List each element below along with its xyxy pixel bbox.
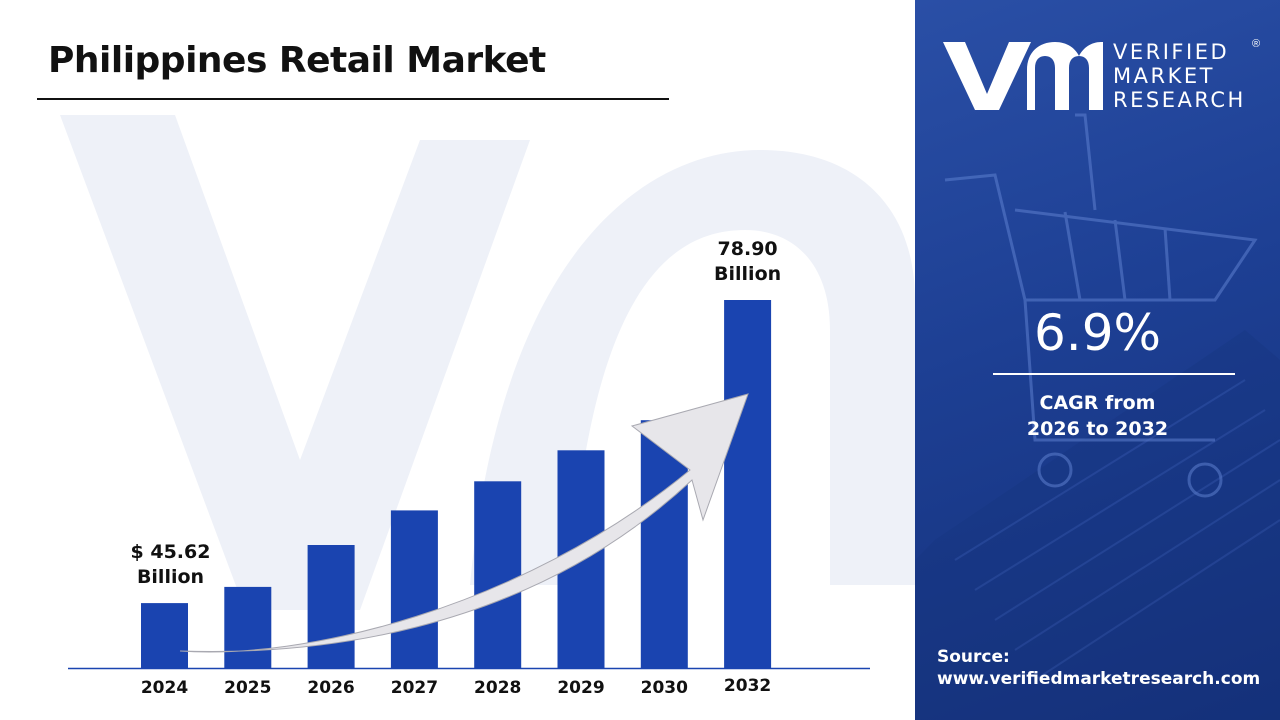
cagr-divider (993, 373, 1235, 375)
bar-2024 (141, 603, 188, 668)
source-url[interactable]: www.verifiedmarketresearch.com (937, 669, 1261, 689)
source-block: Source: www.verifiedmarketresearch.com (937, 646, 1260, 690)
bar-2032 (724, 300, 772, 668)
brand-line-2: MARKET (1113, 64, 1215, 88)
bar-2026 (307, 545, 355, 668)
x-tick-label-2025: 2025 (224, 678, 271, 698)
bar-chart: 2024 2025 2026 2027 2028 2029 2030 2032 $ 45.62 B… (68, 238, 870, 698)
cagr-value: 6.9% (1033, 304, 1162, 362)
x-tick-label-2029: 2029 (557, 678, 604, 698)
data-label-2024-line-2: Billion (137, 566, 204, 588)
bar-2027 (390, 510, 438, 668)
data-label-2032-line-2: Billion (714, 263, 781, 285)
cagr-label-line-1: CAGR from (1039, 392, 1156, 414)
shopping-cart-laptop-background (915, 113, 1280, 720)
bar-2028 (474, 481, 522, 668)
brand-line-1: VERIFIED (1113, 40, 1230, 64)
bar-2025 (224, 586, 272, 668)
x-tick-label-2028: 2028 (474, 678, 521, 698)
bars-layer (141, 300, 772, 668)
cagr-label: CAGR from 2026 to 2032 (915, 390, 1280, 442)
registered-mark: ® (1252, 38, 1261, 50)
source-label: Source: (937, 647, 1010, 667)
data-label-2024-line-1: $ 45.62 (131, 541, 211, 563)
data-label-2032-line-1: 78.90 (718, 238, 778, 260)
vmr-logo-icon (943, 42, 1103, 110)
growth-arrow-icon (179, 393, 749, 653)
x-tick-label-2026: 2026 (307, 678, 354, 698)
cagr-panel (915, 0, 1280, 720)
cagr-label-line-2: 2026 to 2032 (1026, 418, 1169, 440)
x-tick-label-2030: 2030 (641, 678, 688, 698)
title-divider (37, 98, 669, 100)
page-title: Philippines Retail Market (48, 40, 546, 81)
brand-line-3: RESEARCH (1113, 88, 1246, 112)
brand-wordmark: VERIFIED MARKET RESEARCH (1113, 40, 1246, 112)
x-tick-label-2024: 2024 (141, 678, 188, 698)
x-tick-label-2032: 2032 (724, 676, 771, 696)
labels-layer: 2024 2025 2026 2027 2028 2029 2030 2032 $ 45.62 B… (131, 238, 782, 698)
x-tick-label-2027: 2027 (391, 678, 438, 698)
